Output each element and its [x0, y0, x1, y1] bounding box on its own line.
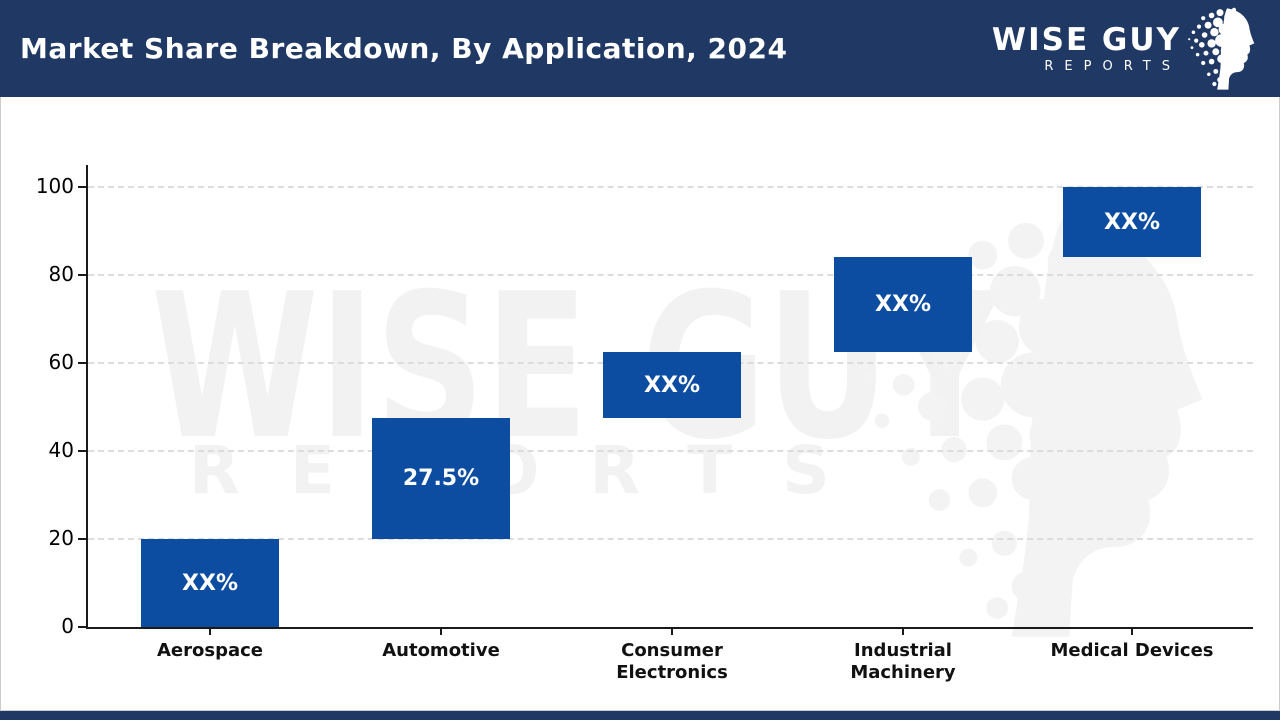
bar-consumer-electronics: XX%	[603, 352, 741, 418]
y-tick-label: 40	[48, 438, 74, 462]
y-tick-label: 100	[35, 174, 74, 198]
gridline	[88, 450, 1253, 452]
header-bar: Market Share Breakdown, By Application, …	[0, 0, 1280, 97]
x-tick-mark	[902, 627, 904, 635]
gridline	[88, 538, 1253, 540]
y-axis-line	[86, 165, 88, 629]
x-category-label: Automotive	[382, 640, 500, 661]
gridline	[88, 186, 1253, 188]
y-tick-mark	[78, 450, 88, 452]
wise-guy-logo: WISE GUY REPORTS	[992, 7, 1262, 91]
bar-industrial-machinery: XX%	[834, 257, 972, 352]
y-tick-mark	[78, 274, 88, 276]
bar-value-label: 27.5%	[402, 466, 480, 491]
y-tick-label: 60	[48, 350, 74, 374]
x-category-label: Medical Devices	[1050, 640, 1214, 661]
bar-value-label: XX%	[875, 292, 931, 318]
footer-bar	[0, 711, 1280, 720]
bar-value-label: XX%	[182, 570, 238, 596]
y-tick-mark	[78, 362, 88, 364]
x-category-label: Aerospace	[156, 640, 263, 661]
logo-subtitle: REPORTS	[1044, 58, 1181, 74]
y-tick-mark	[78, 186, 88, 188]
logo-name: WISE GUY	[991, 21, 1181, 58]
x-category-label: Industrial Machinery	[850, 640, 956, 683]
x-category-label: Consumer Electronics	[616, 640, 728, 683]
x-tick-mark	[440, 627, 442, 635]
y-tick-label: 20	[48, 526, 74, 550]
logo-text: WISE GUY REPORTS	[991, 21, 1181, 74]
chart-title: Market Share Breakdown, By Application, …	[20, 32, 788, 65]
y-tick-label: 0	[61, 614, 74, 638]
x-tick-mark	[1131, 627, 1133, 635]
bar-value-label: XX%	[1104, 209, 1160, 235]
y-tick-mark	[78, 538, 88, 540]
y-tick-mark	[78, 626, 88, 628]
gridline	[88, 274, 1253, 276]
bar-aerospace: XX%	[141, 539, 279, 627]
x-tick-mark	[209, 627, 211, 635]
y-tick-label: 80	[48, 262, 74, 286]
logo-face-icon	[1188, 7, 1255, 90]
bar-medical-devices: XX%	[1063, 187, 1201, 258]
bar-value-label: XX%	[644, 372, 700, 398]
x-tick-mark	[671, 627, 673, 635]
x-axis-line	[86, 627, 1253, 629]
bar-automotive: 27.5%	[372, 418, 510, 539]
